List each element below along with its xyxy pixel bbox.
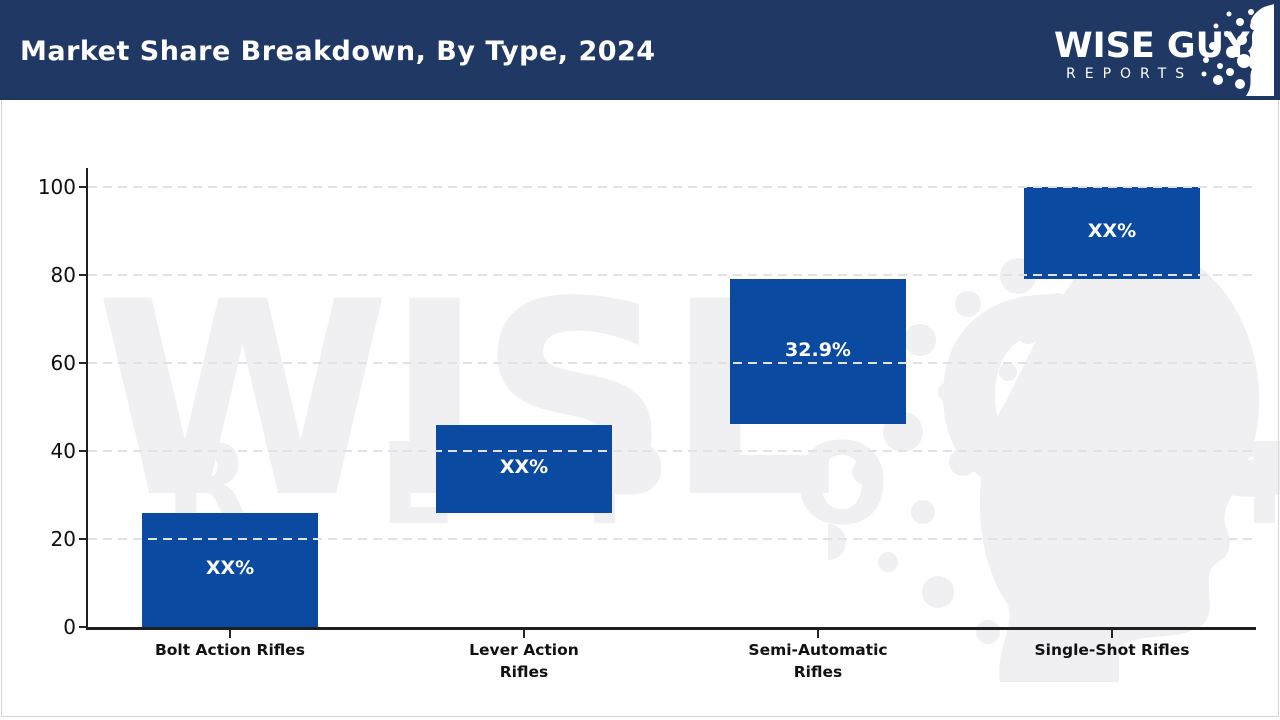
y-tick xyxy=(79,274,87,276)
y-tick xyxy=(79,362,87,364)
x-tick xyxy=(817,630,819,638)
bar xyxy=(436,424,612,513)
x-tick xyxy=(523,630,525,638)
chart-region: WISE GUY REPORTS 020406080100XX%XX%32.9%… xyxy=(0,100,1280,720)
grid-line xyxy=(88,362,1256,364)
y-tick-label: 60 xyxy=(50,351,76,375)
bar-value-label: 32.9% xyxy=(785,338,851,361)
y-tick-label: 100 xyxy=(37,175,76,199)
wise-guy-logo: WISE GUY REPORTS xyxy=(1014,4,1274,96)
logo-face-icon xyxy=(1201,4,1274,96)
header-bar: Market Share Breakdown, By Type, 2024 WI… xyxy=(0,0,1280,100)
x-category-label: Single-Shot Rifles xyxy=(1034,641,1190,659)
bar xyxy=(730,279,906,425)
y-tick xyxy=(79,186,87,188)
x-category-label: Bolt Action Rifles xyxy=(154,641,306,659)
grid-line xyxy=(88,538,1256,540)
bar-value-label: XX% xyxy=(499,455,549,478)
y-tick-label: 0 xyxy=(63,615,76,639)
x-axis-line xyxy=(86,627,1256,630)
grid-line xyxy=(88,274,1256,276)
page-title: Market Share Breakdown, By Type, 2024 xyxy=(20,36,656,67)
bar xyxy=(1024,187,1200,280)
x-category-label: Semi-Automatic Rifles xyxy=(748,641,888,681)
bar xyxy=(142,512,318,627)
x-tick xyxy=(1111,630,1113,638)
grid-line xyxy=(88,186,1256,188)
logo-text-reports: REPORTS xyxy=(1066,66,1194,82)
y-tick xyxy=(79,626,87,628)
grid-line xyxy=(88,450,1256,452)
y-tick xyxy=(79,538,87,540)
x-category-label: Lever Action Rifles xyxy=(469,641,579,681)
y-tick-label: 40 xyxy=(50,439,76,463)
y-axis-line xyxy=(86,168,88,630)
y-tick-label: 80 xyxy=(50,263,76,287)
y-tick-label: 20 xyxy=(50,527,76,551)
bar-value-label: XX% xyxy=(205,556,255,579)
x-tick xyxy=(229,630,231,638)
bar-value-label: XX% xyxy=(1087,220,1137,243)
y-tick xyxy=(79,450,87,452)
